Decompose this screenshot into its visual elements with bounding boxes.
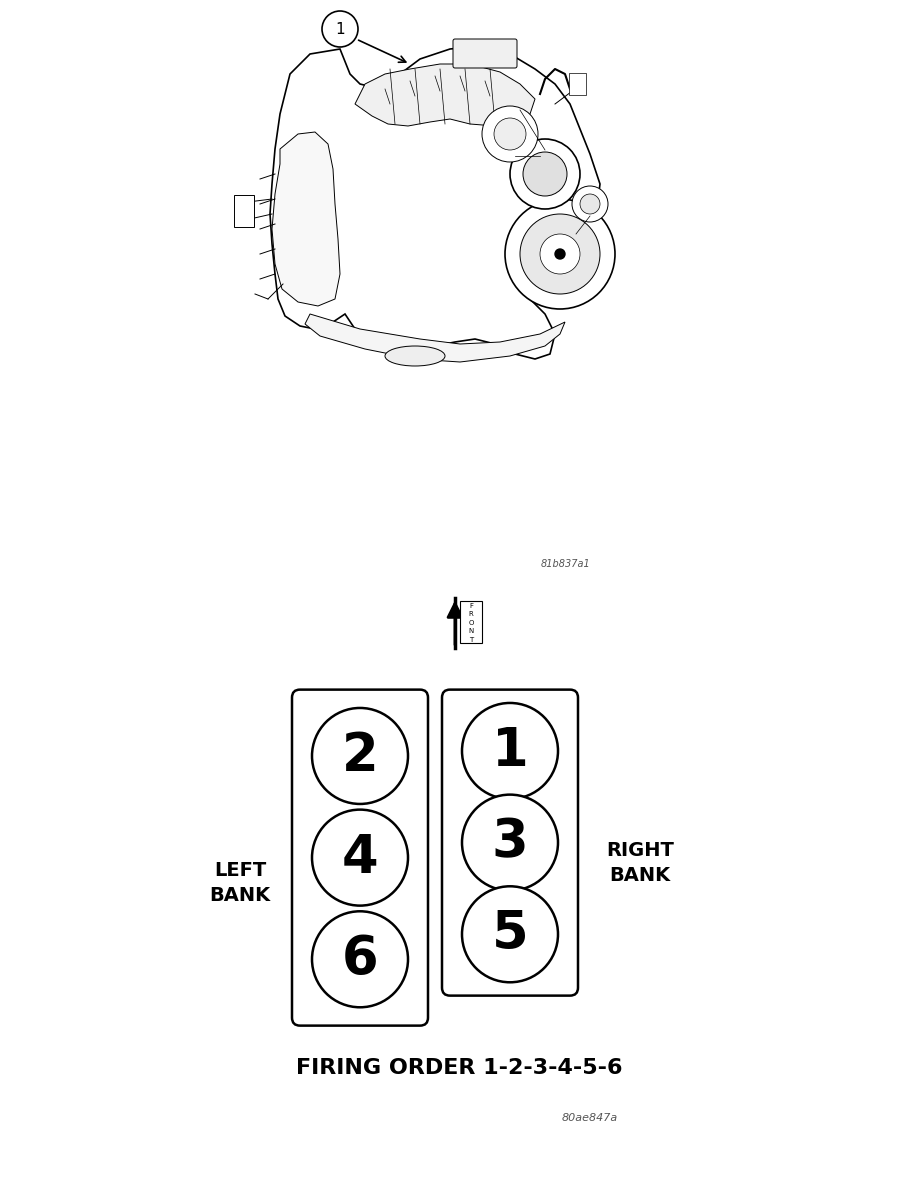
Circle shape bbox=[322, 11, 358, 48]
Text: 3: 3 bbox=[492, 816, 529, 868]
Circle shape bbox=[482, 106, 538, 162]
Text: F: F bbox=[469, 602, 473, 608]
Circle shape bbox=[555, 249, 565, 259]
FancyBboxPatch shape bbox=[460, 601, 482, 643]
PathPatch shape bbox=[355, 64, 535, 126]
Text: 5: 5 bbox=[492, 909, 529, 960]
Text: 80ae847a: 80ae847a bbox=[562, 1113, 618, 1123]
PathPatch shape bbox=[272, 132, 340, 307]
PathPatch shape bbox=[305, 314, 565, 362]
Circle shape bbox=[462, 886, 558, 982]
Circle shape bbox=[312, 708, 408, 804]
Text: N: N bbox=[468, 628, 474, 634]
FancyBboxPatch shape bbox=[234, 195, 254, 227]
Circle shape bbox=[505, 200, 615, 309]
Circle shape bbox=[520, 214, 600, 293]
FancyBboxPatch shape bbox=[569, 72, 586, 95]
Text: 81b837a1: 81b837a1 bbox=[541, 560, 590, 569]
Text: 4: 4 bbox=[341, 832, 378, 884]
Text: 1: 1 bbox=[335, 21, 345, 37]
Ellipse shape bbox=[385, 346, 445, 366]
Circle shape bbox=[540, 234, 580, 274]
Circle shape bbox=[572, 187, 608, 222]
FancyBboxPatch shape bbox=[442, 689, 578, 996]
FancyBboxPatch shape bbox=[453, 39, 517, 68]
FancyBboxPatch shape bbox=[292, 689, 428, 1025]
Circle shape bbox=[523, 152, 567, 196]
Circle shape bbox=[580, 194, 600, 214]
PathPatch shape bbox=[270, 46, 600, 359]
Text: O: O bbox=[468, 620, 474, 626]
Circle shape bbox=[510, 139, 580, 209]
Text: LEFT
BANK: LEFT BANK bbox=[209, 861, 271, 905]
Circle shape bbox=[312, 809, 408, 905]
Text: FIRING ORDER 1-2-3-4-5-6: FIRING ORDER 1-2-3-4-5-6 bbox=[296, 1057, 622, 1078]
Circle shape bbox=[462, 703, 558, 800]
Text: 1: 1 bbox=[492, 725, 529, 777]
Text: T: T bbox=[469, 637, 473, 643]
Circle shape bbox=[494, 118, 526, 150]
Text: RIGHT
BANK: RIGHT BANK bbox=[606, 841, 674, 885]
Circle shape bbox=[312, 911, 408, 1007]
Text: 6: 6 bbox=[341, 934, 378, 985]
Text: R: R bbox=[468, 611, 474, 617]
Circle shape bbox=[462, 795, 558, 891]
Text: 2: 2 bbox=[341, 729, 378, 782]
